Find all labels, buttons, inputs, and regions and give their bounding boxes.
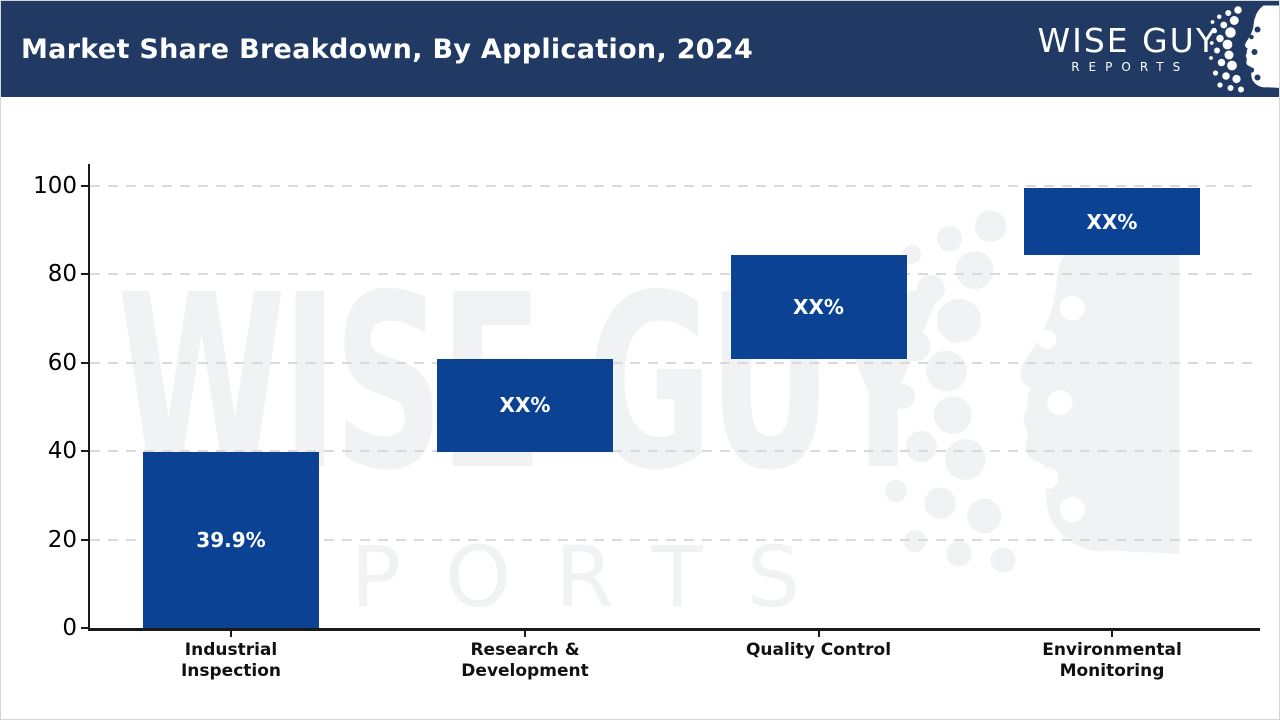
category-label-line: Inspection [180,661,282,681]
category-label-quality-control: Quality Control [689,640,949,661]
y-tick-label-20: 20 [47,526,77,553]
x-tick-mark-3 [1111,631,1113,637]
y-tick-mark-0 [81,627,89,629]
watermark-head-icon [869,207,1180,573]
gridline-60 [90,361,1260,364]
category-label-environmental-monitoring: Environmental Monitoring [982,640,1242,682]
category-label-line: Environmental [1042,640,1182,660]
logo-sub-wordmark: REPORTS [1071,60,1190,74]
category-label-industrial-inspection: Industrial Inspection [101,640,361,682]
category-label-line: Development [461,661,589,681]
y-tick-mark-20 [81,538,89,541]
bar-quality-control: XX% [730,254,907,359]
y-tick-label-0: 0 [62,615,77,641]
category-label-line: Industrial [184,640,278,660]
y-tick-label-100: 100 [33,173,77,199]
category-label-line: Research & [470,640,580,660]
x-axis-spine [88,628,1260,631]
logo-wordmark: WISE GUY [1037,21,1218,60]
x-tick-mark-2 [817,631,820,637]
y-tick-mark-60 [81,361,89,364]
y-tick-label-80: 80 [47,261,77,288]
gridline-100 [90,185,1260,187]
y-tick-mark-40 [81,450,89,453]
logo-head-icon [1209,5,1279,93]
bar-value-label-industrial-inspection: 39.9% [196,527,266,552]
y-tick-label-40: 40 [47,438,77,465]
bar-value-label-environmental-monitoring: XX% [1086,209,1138,234]
bar-research-development: XX% [437,358,613,452]
y-axis-spine [88,164,90,630]
wiseguy-logo: WISE GUY REPORTS [1037,1,1279,97]
bar-value-label-research-development: XX% [499,393,551,418]
bar-environmental-monitoring: XX% [1024,188,1200,255]
x-tick-mark-0 [230,631,232,637]
y-tick-mark-80 [81,273,89,276]
category-label-line: Quality Control [745,640,892,660]
gridline-80 [90,273,1260,276]
header-bar: Market Share Breakdown, By Application, … [1,1,1279,97]
gridline-20 [90,538,1260,541]
logo-wordmark-block: WISE GUY REPORTS [1037,24,1218,74]
x-tick-mark-1 [524,631,526,637]
category-label-research-development: Research & Development [395,640,655,682]
category-label-line: Monitoring [1059,661,1165,681]
bar-industrial-inspection: 39.9% [143,451,319,628]
chart-title: Market Share Breakdown, By Application, … [21,33,754,65]
gridline-40 [90,450,1260,453]
bar-value-label-quality-control: XX% [793,294,844,319]
y-tick-mark-100 [81,185,89,187]
y-tick-label-60: 60 [47,349,77,376]
